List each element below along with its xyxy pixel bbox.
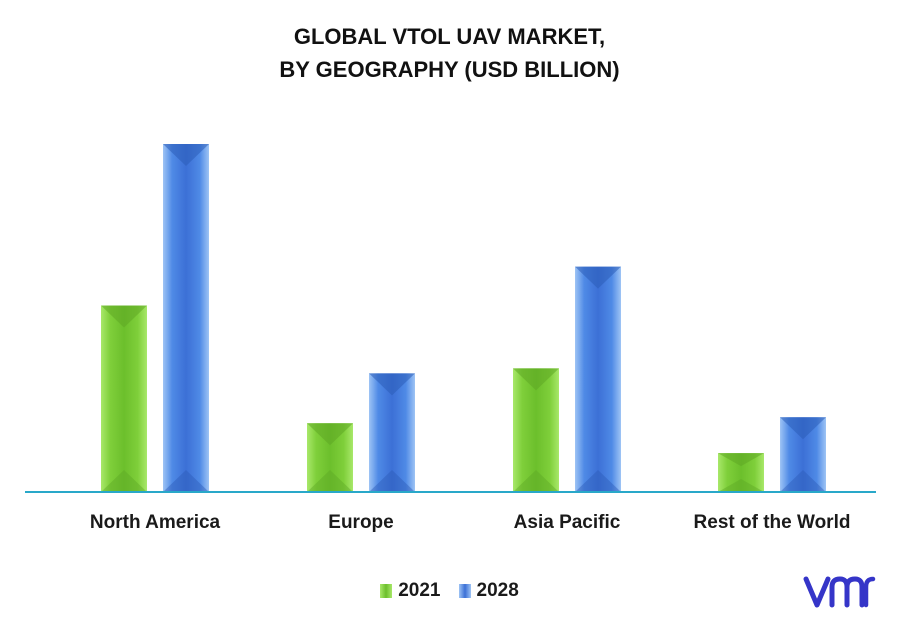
bar-europe-2028 — [369, 373, 415, 492]
legend-swatch-2021 — [380, 584, 393, 598]
bar-north-america-2028 — [163, 144, 209, 492]
bar-asia-pacific-2028 — [575, 266, 621, 492]
bar-europe-2021 — [307, 423, 353, 492]
bar-asia-pacific-2021 — [513, 368, 559, 492]
x-tick-label: Rest of the World — [694, 512, 851, 533]
x-tick-label: Europe — [328, 512, 393, 533]
legend: 2021 2028 — [0, 580, 899, 602]
vmr-logo-icon — [803, 576, 876, 608]
legend-item-2028: 2028 — [458, 580, 519, 602]
chart-title-line2: BY GEOGRAPHY (USD BILLION) — [279, 57, 620, 82]
chart-title-line1: GLOBAL VTOL UAV MARKET, — [293, 24, 606, 49]
bar-rest-of-the-world-2021 — [718, 453, 764, 492]
x-tick-label: North America — [90, 512, 221, 533]
bar-rest-of-the-world-2028 — [780, 417, 826, 492]
legend-label-2021: 2021 — [398, 580, 441, 601]
legend-item-2021: 2021 — [380, 580, 441, 602]
chart-title: GLOBAL VTOL UAV MARKET, BY GEOGRAPHY (US… — [0, 20, 899, 86]
bar-north-america-2021 — [101, 305, 147, 492]
legend-swatch-2028 — [458, 584, 471, 598]
x-tick-label: Asia Pacific — [514, 512, 621, 533]
legend-label-2028: 2028 — [476, 580, 519, 601]
